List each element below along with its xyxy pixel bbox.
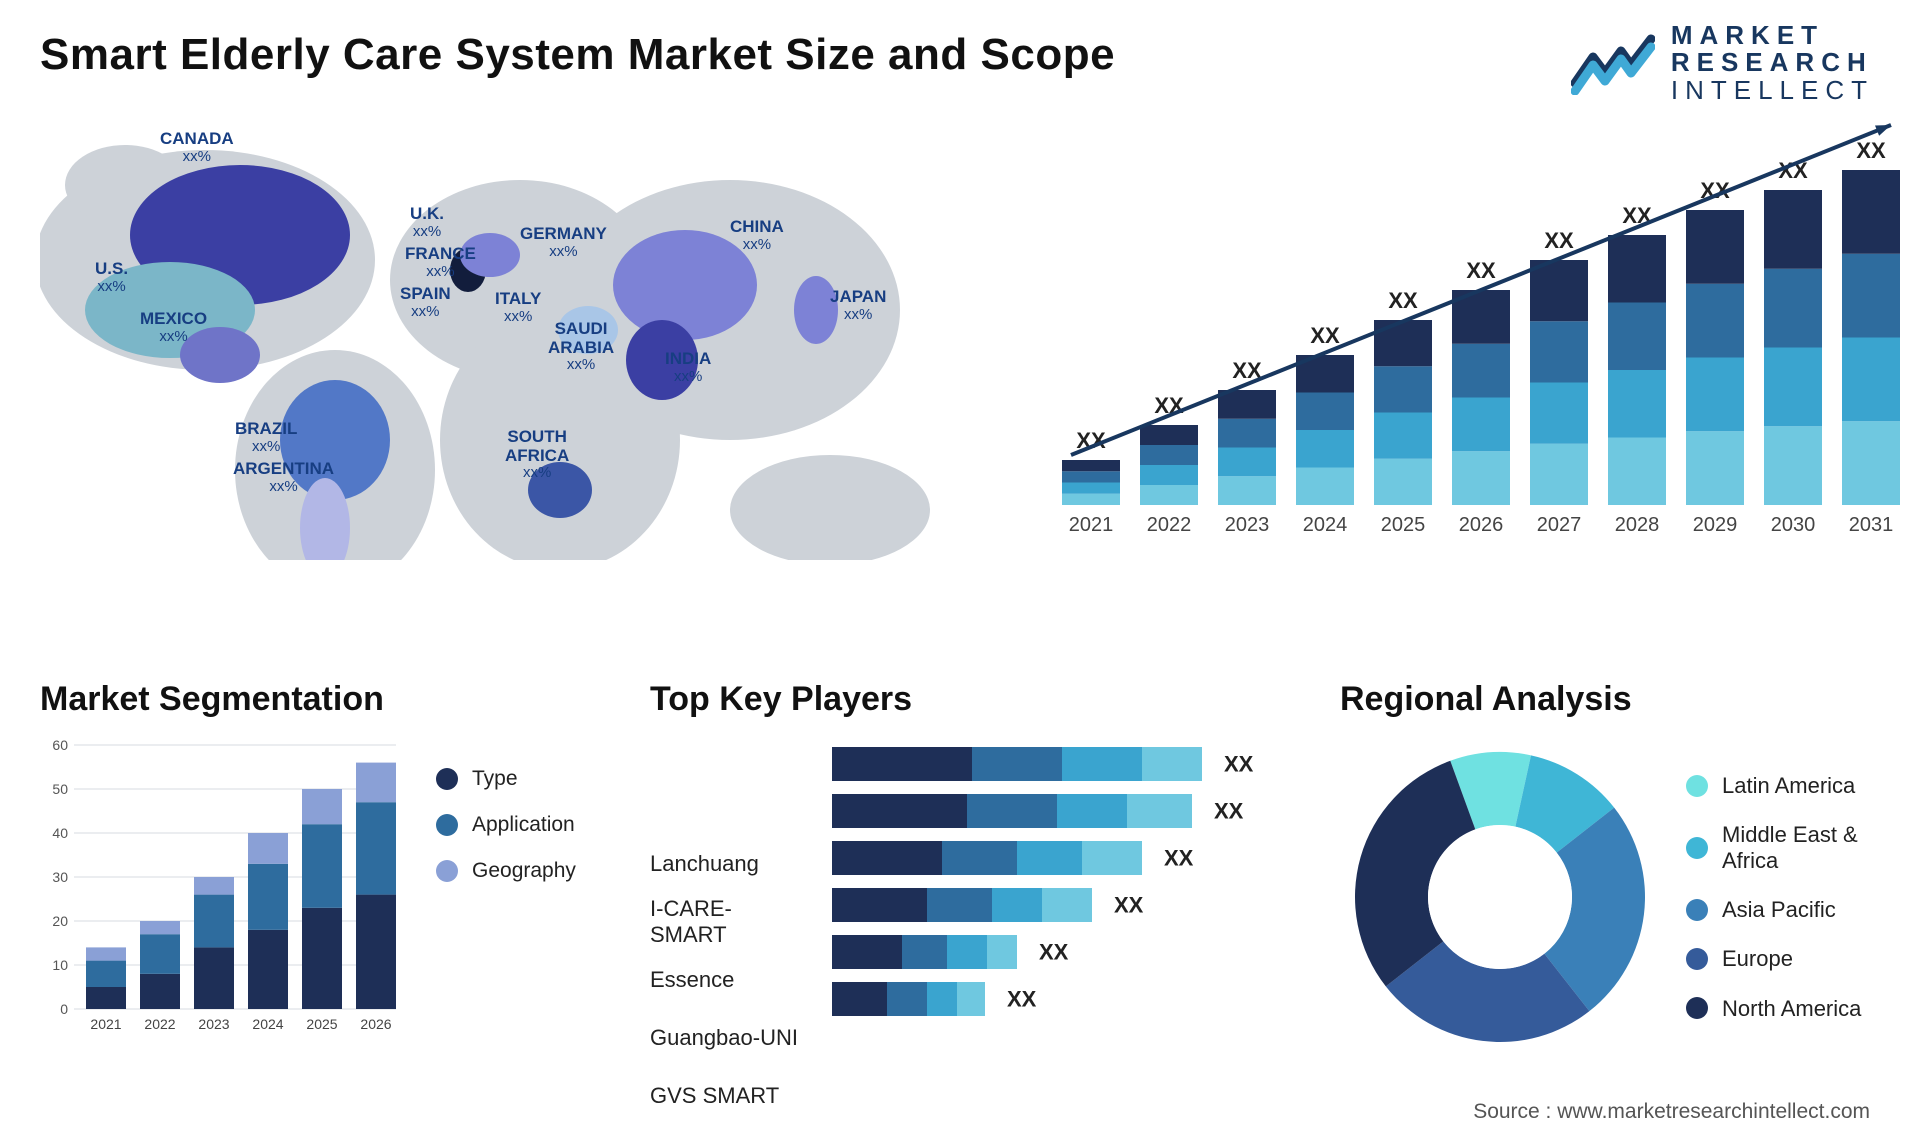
svg-text:2025: 2025 (306, 1016, 337, 1032)
svg-text:50: 50 (52, 781, 68, 797)
svg-text:2022: 2022 (144, 1016, 175, 1032)
svg-text:40: 40 (52, 825, 68, 841)
regional-legend-item: Asia Pacific (1686, 897, 1861, 922)
key-players-names: Lanchuang I-CARE-SMART Essence Guangbao-UNI… (650, 737, 800, 1119)
regional-legend-label: North America (1722, 996, 1861, 1021)
regional-legend-item: Latin America (1686, 773, 1861, 798)
svg-text:2025: 2025 (1381, 514, 1426, 536)
regional-panel: Regional Analysis Latin America Middle Ea… (1340, 680, 1880, 1086)
map-country-label: CANADAxx% (160, 130, 234, 165)
key-player-name: GVS SMART (650, 1072, 800, 1119)
svg-text:XX: XX (1114, 892, 1144, 917)
svg-text:XX: XX (1388, 288, 1418, 313)
svg-text:2023: 2023 (1225, 514, 1270, 536)
segmentation-title: Market Segmentation (40, 680, 600, 719)
svg-text:2029: 2029 (1693, 514, 1738, 536)
segmentation-chart: 0 10 20 30 40 50 60 2021 2022 2023 2024 2025 2026 (40, 737, 410, 1057)
svg-text:20: 20 (52, 913, 68, 929)
logo-text-2: RESEARCH (1671, 49, 1874, 76)
svg-text:XX: XX (1466, 258, 1496, 283)
segmentation-legend: Type Application Geography (436, 737, 576, 1057)
world-map: CANADAxx% U.S.xx% MEXICOxx% BRAZILxx% ARGENT… (40, 110, 990, 650)
svg-text:10: 10 (52, 957, 68, 973)
segmentation-panel: Market Segmentation 0 10 20 30 40 50 60 2021 202… (40, 680, 600, 1086)
key-player-name: Lanchuang (650, 840, 800, 887)
svg-text:2026: 2026 (360, 1016, 391, 1032)
map-country-label: GERMANYxx% (520, 225, 607, 260)
regional-title: Regional Analysis (1340, 680, 1880, 719)
svg-text:XX: XX (1544, 228, 1574, 253)
map-country-label: JAPANxx% (830, 288, 886, 323)
svg-text:2024: 2024 (1303, 514, 1348, 536)
regional-legend-label: Europe (1722, 946, 1793, 971)
svg-text:XX: XX (1856, 138, 1886, 163)
map-country-label: BRAZILxx% (235, 420, 297, 455)
regional-legend-label: Asia Pacific (1722, 897, 1836, 922)
segmentation-legend-item: Application (436, 813, 576, 837)
svg-text:60: 60 (52, 737, 68, 753)
growth-chart: XX2021XX2022XX2023XX2024XX2025XX2026XX20… (990, 110, 1900, 650)
map-country-label: SPAINxx% (400, 285, 451, 320)
logo-text-3: INTELLECT (1671, 77, 1874, 104)
regional-legend-label: Middle East & Africa (1722, 822, 1858, 873)
segmentation-legend-item: Type (436, 767, 576, 791)
segmentation-legend-item: Geography (436, 859, 576, 883)
svg-text:XX: XX (1164, 845, 1194, 870)
svg-text:0: 0 (60, 1001, 68, 1017)
svg-text:XX: XX (1007, 986, 1037, 1011)
map-country-label: MEXICOxx% (140, 310, 207, 345)
regional-legend-label: Latin America (1722, 773, 1855, 798)
source-attribution: Source : www.marketresearchintellect.com (1473, 1100, 1870, 1124)
regional-legend: Latin America Middle East & Africa Asia Pa… (1686, 773, 1861, 1021)
map-country-label: SOUTHAFRICAxx% (505, 428, 569, 482)
regional-donut (1340, 737, 1660, 1057)
key-players-panel: Top Key Players Lanchuang I-CARE-SMART Ess… (650, 680, 1290, 1086)
svg-text:2030: 2030 (1771, 514, 1816, 536)
svg-text:XX: XX (1214, 798, 1244, 823)
svg-text:2023: 2023 (198, 1016, 229, 1032)
map-country-label: U.S.xx% (95, 260, 128, 295)
svg-text:30: 30 (52, 869, 68, 885)
map-country-label: FRANCExx% (405, 245, 476, 280)
regional-legend-item: Middle East & Africa (1686, 822, 1861, 873)
key-players-title: Top Key Players (650, 680, 1290, 719)
key-player-name: Essence (650, 956, 800, 1003)
brand-logo: MARKET RESEARCH INTELLECT (1571, 22, 1874, 104)
key-player-name: Guangbao-UNI (650, 1014, 800, 1061)
regional-legend-item: Europe (1686, 946, 1861, 971)
svg-text:2028: 2028 (1615, 514, 1660, 536)
map-country-label: ARGENTINAxx% (233, 460, 334, 495)
map-country-label: INDIAxx% (665, 350, 711, 385)
svg-text:2031: 2031 (1849, 514, 1894, 536)
svg-text:XX: XX (1310, 323, 1340, 348)
map-country-label: CHINAxx% (730, 218, 784, 253)
key-players-chart: XXXXXXXXXXXX (830, 737, 1290, 1047)
svg-text:2021: 2021 (90, 1016, 121, 1032)
svg-text:2024: 2024 (252, 1016, 283, 1032)
logo-text-1: MARKET (1671, 22, 1874, 49)
brand-logo-icon (1571, 31, 1655, 95)
svg-text:XX: XX (1039, 939, 1069, 964)
map-country-label: SAUDIARABIAxx% (548, 320, 614, 374)
svg-text:2021: 2021 (1069, 514, 1114, 536)
map-country-label: U.K.xx% (410, 205, 444, 240)
svg-text:XX: XX (1224, 751, 1254, 776)
svg-text:2027: 2027 (1537, 514, 1582, 536)
svg-text:2022: 2022 (1147, 514, 1192, 536)
key-player-name: I-CARE-SMART (650, 898, 800, 945)
map-country-label: ITALYxx% (495, 290, 541, 325)
svg-text:2026: 2026 (1459, 514, 1504, 536)
regional-legend-item: North America (1686, 996, 1861, 1021)
